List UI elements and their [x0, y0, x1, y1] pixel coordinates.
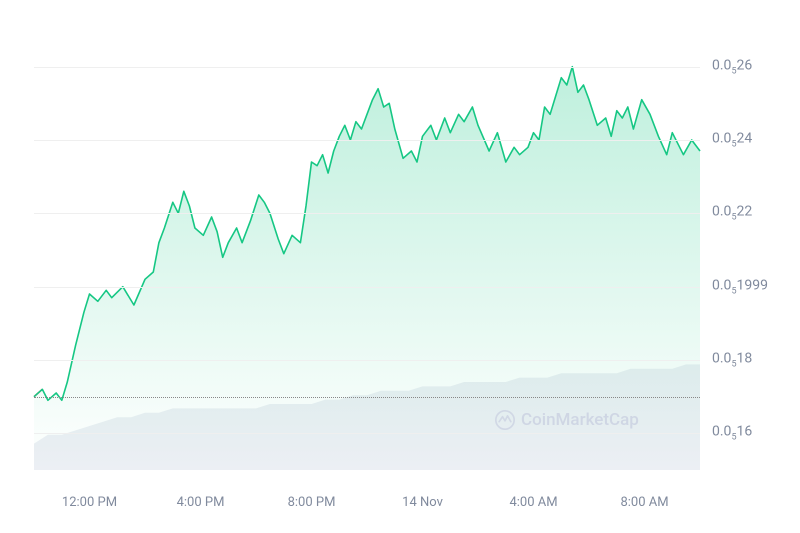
gridline: [34, 360, 700, 361]
y-axis-label: 0.0526: [712, 57, 752, 76]
baseline: [34, 397, 700, 398]
watermark-text: CoinMarketCap: [521, 410, 639, 430]
x-axis-label: 14 Nov: [402, 495, 443, 510]
x-axis-label: 8:00 PM: [288, 495, 336, 510]
watermark: CoinMarketCap: [495, 410, 639, 430]
price-chart[interactable]: [34, 30, 700, 470]
x-axis-label: 12:00 PM: [62, 495, 117, 510]
gridline: [34, 433, 700, 434]
gridline: [34, 287, 700, 288]
y-axis-label: 0.0524: [712, 131, 752, 150]
y-axis-label: 0.0518: [712, 351, 752, 370]
gridline: [34, 213, 700, 214]
x-axis-label: 4:00 AM: [509, 495, 557, 510]
y-axis-label: 0.0516: [712, 424, 752, 443]
coinmarketcap-icon: [495, 410, 515, 430]
x-axis-label: 4:00 PM: [177, 495, 225, 510]
y-axis-label: 0.051999: [712, 278, 768, 297]
x-axis-label: 8:00 AM: [620, 495, 668, 510]
y-axis-label: 0.0522: [712, 204, 752, 223]
gridline: [34, 140, 700, 141]
chart-svg: [34, 30, 700, 470]
gridline: [34, 67, 700, 68]
